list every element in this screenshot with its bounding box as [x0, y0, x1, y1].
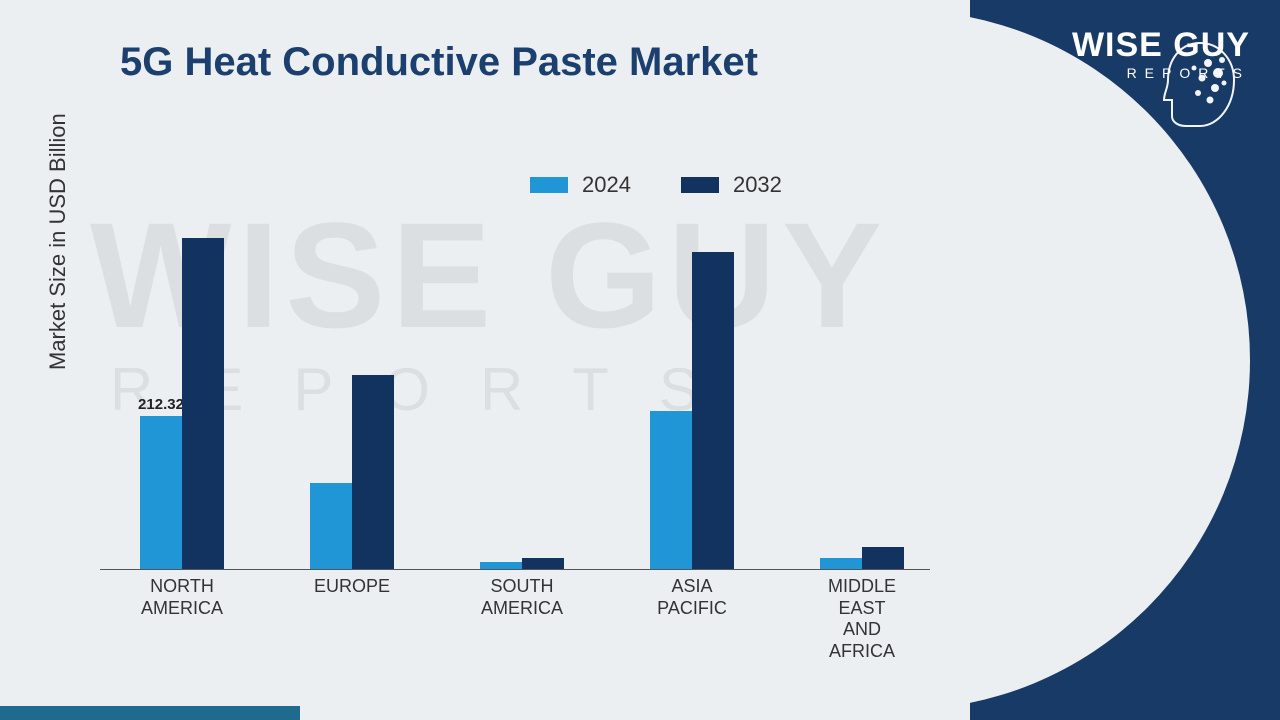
legend-label-2032: 2032 [733, 172, 782, 198]
legend-item-2024: 2024 [530, 172, 631, 198]
bar-2032 [352, 375, 394, 569]
category-label: NORTH AMERICA [112, 576, 252, 619]
brand-logo: WISE GUY REPORTS [1072, 28, 1250, 80]
bar-chart: 212.32 [100, 210, 930, 570]
bar-2032 [692, 252, 734, 569]
bar-2024 [650, 411, 692, 569]
bar-2024 [140, 416, 182, 569]
legend-item-2032: 2032 [681, 172, 782, 198]
head-icon [1160, 38, 1240, 128]
bar-2024 [480, 562, 522, 569]
category-label: ASIA PACIFIC [622, 576, 762, 619]
category-label: SOUTH AMERICA [452, 576, 592, 619]
footer-accent-bar [0, 706, 300, 720]
y-axis-label: Market Size in USD Billion [45, 113, 71, 370]
bar-2024 [310, 483, 352, 569]
bar-2032 [522, 558, 564, 569]
category-labels: NORTH AMERICA EUROPE SOUTH AMERICA ASIA PAC… [100, 570, 930, 690]
category-label: EUROPE [282, 576, 422, 598]
chart-legend: 2024 2032 [530, 172, 782, 198]
category-label: MIDDLE EAST AND AFRICA [792, 576, 932, 662]
legend-swatch-2024 [530, 177, 568, 193]
legend-swatch-2032 [681, 177, 719, 193]
bar-2032 [182, 238, 224, 569]
bar-2032 [862, 547, 904, 569]
bar-2024 [820, 558, 862, 569]
legend-label-2024: 2024 [582, 172, 631, 198]
chart-title: 5G Heat Conductive Paste Market [120, 40, 758, 85]
page-root: WISE GUY REPORTS 5G Heat Conductive Past… [0, 0, 1280, 720]
